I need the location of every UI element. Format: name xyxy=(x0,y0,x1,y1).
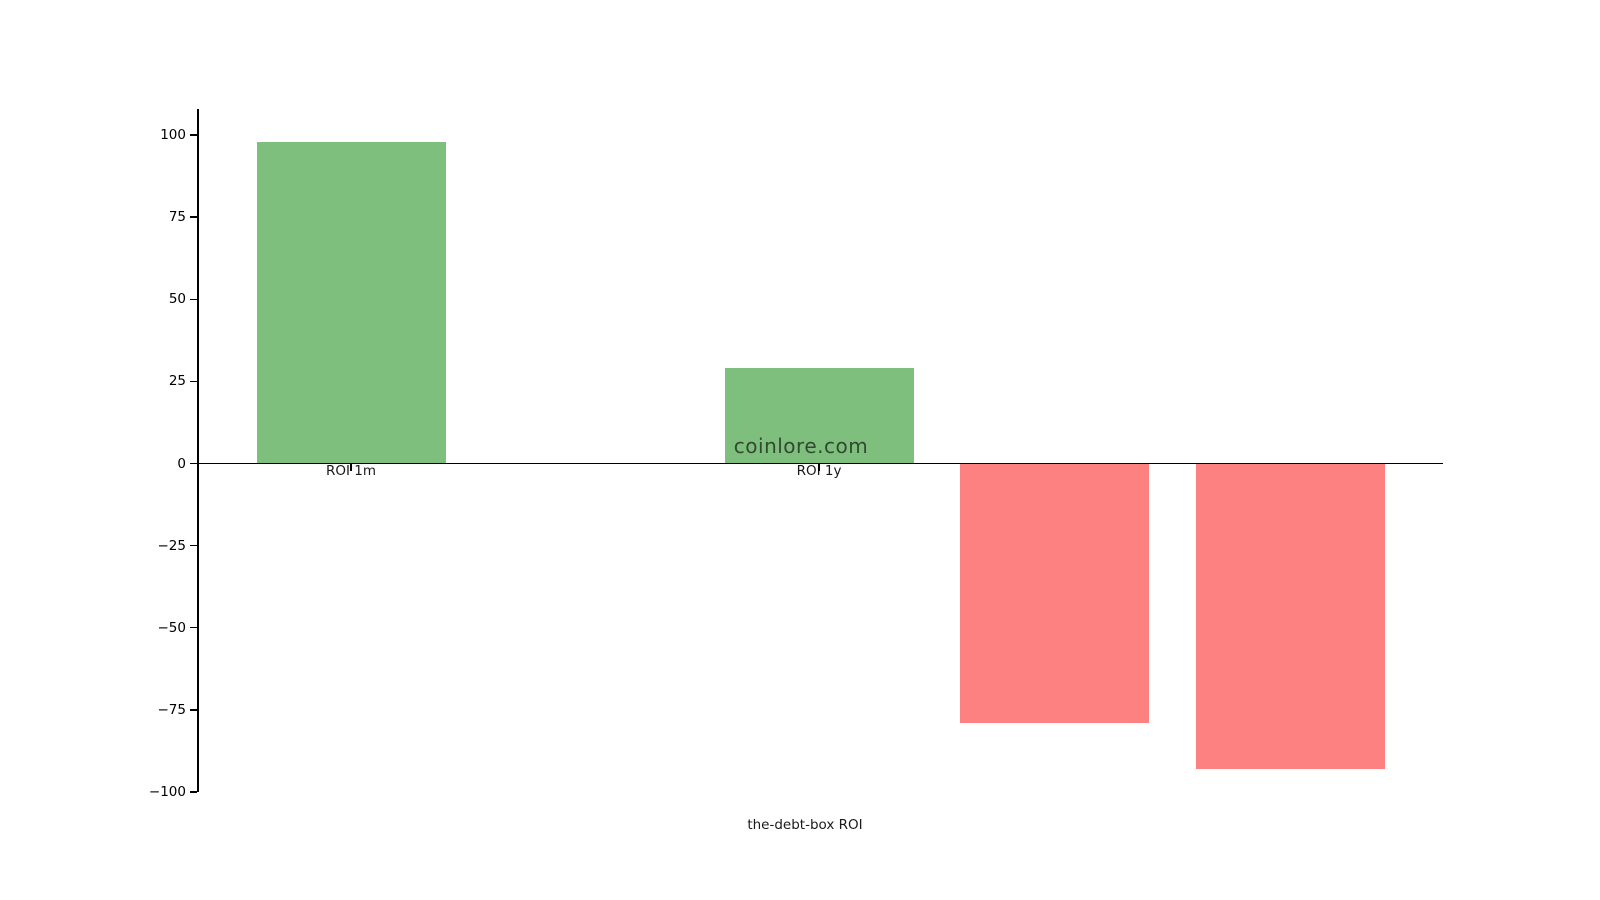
bar-roi-1y xyxy=(724,368,914,464)
y-tick-label-0: 0 xyxy=(177,455,186,472)
x-axis-zero-line xyxy=(197,462,1443,465)
x-tick-mark-roi-1y xyxy=(818,463,820,471)
y-tick-mark--75 xyxy=(189,709,197,711)
y-axis-spine xyxy=(197,108,199,792)
y-tick-label-25: 25 xyxy=(168,373,186,390)
y-tick-label-100: 100 xyxy=(160,127,186,143)
y-tick-label--50: −50 xyxy=(157,619,187,636)
y-tick-label--25: −25 xyxy=(157,537,187,554)
y-tick-mark-50 xyxy=(189,298,197,300)
bar-roi-1m xyxy=(256,141,446,464)
y-tick-mark-25 xyxy=(189,380,197,383)
bar-negative-3 xyxy=(959,463,1149,723)
y-tick-mark--25 xyxy=(189,544,197,547)
y-tick-label-75: 75 xyxy=(168,209,186,226)
y-tick-mark-0 xyxy=(189,462,197,465)
y-tick-label--100: −100 xyxy=(148,784,186,800)
x-axis-label: the-debt-box ROI xyxy=(747,817,863,833)
bar-negative-4 xyxy=(1195,463,1385,769)
y-tick-mark-75 xyxy=(189,216,197,218)
y-tick-label--75: −75 xyxy=(157,701,187,718)
y-tick-mark--100 xyxy=(189,791,197,793)
watermark-text: coinlore.com xyxy=(733,434,869,458)
y-tick-mark--50 xyxy=(189,627,197,629)
x-tick-mark-roi-1m xyxy=(350,463,352,471)
y-tick-mark-100 xyxy=(189,134,197,136)
y-tick-label-50: 50 xyxy=(168,291,186,308)
